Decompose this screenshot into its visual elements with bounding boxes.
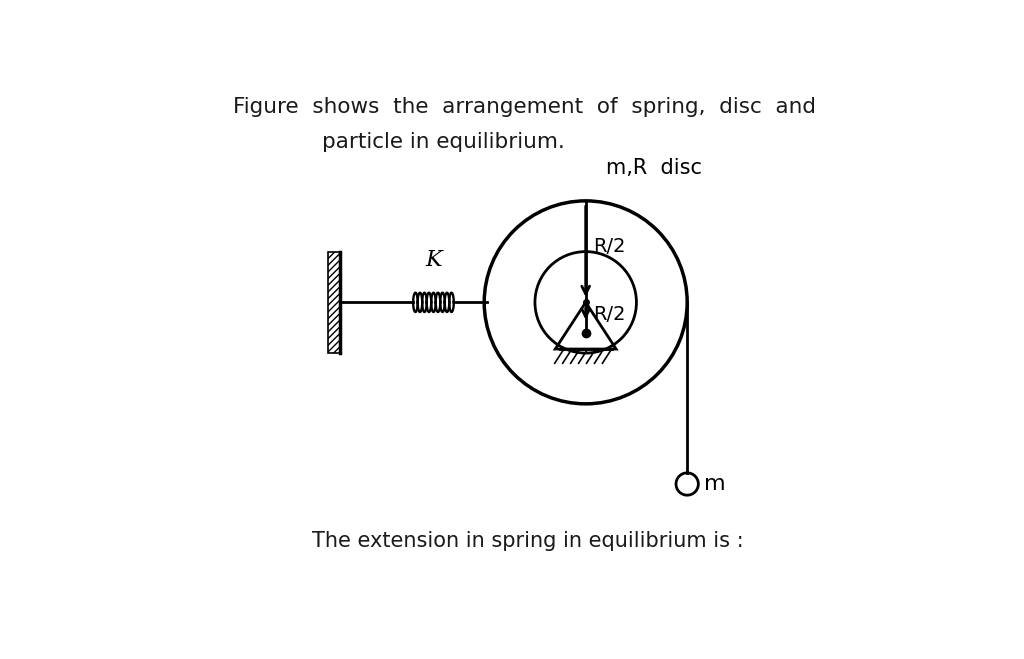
Text: R/2: R/2 [593,237,626,256]
Text: Figure  shows  the  arrangement  of  spring,  disc  and: Figure shows the arrangement of spring, … [233,97,816,117]
Text: m,R  disc: m,R disc [606,158,702,178]
Text: particle in equilibrium.: particle in equilibrium. [322,132,564,152]
Bar [329,252,340,353]
Text: ∧: ∧ [954,610,976,639]
Text: K: K [425,249,441,271]
Text: m: m [705,474,726,494]
Text: R/2: R/2 [593,304,626,324]
Text: The extension in spring in equilibrium is :: The extension in spring in equilibrium i… [311,531,743,551]
